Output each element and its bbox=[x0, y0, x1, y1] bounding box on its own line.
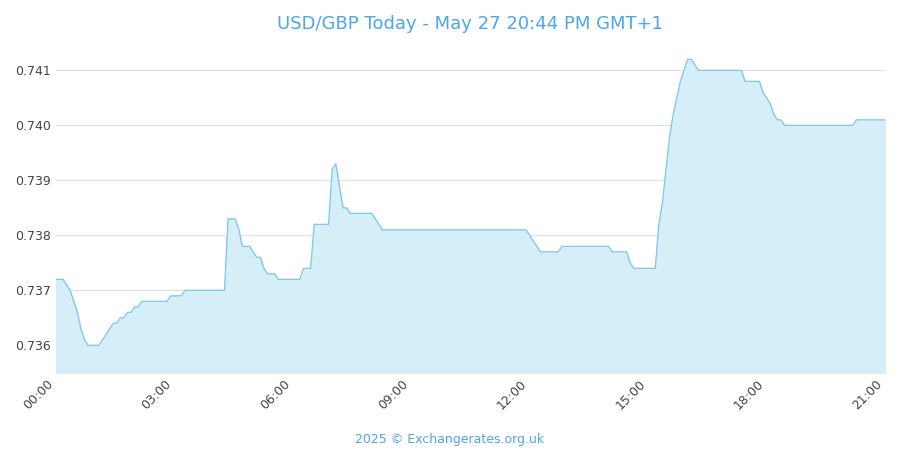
Text: 2025 © Exchangerates.org.uk: 2025 © Exchangerates.org.uk bbox=[356, 432, 544, 446]
Title: USD/GBP Today - May 27 20:44 PM GMT+1: USD/GBP Today - May 27 20:44 PM GMT+1 bbox=[277, 15, 663, 33]
